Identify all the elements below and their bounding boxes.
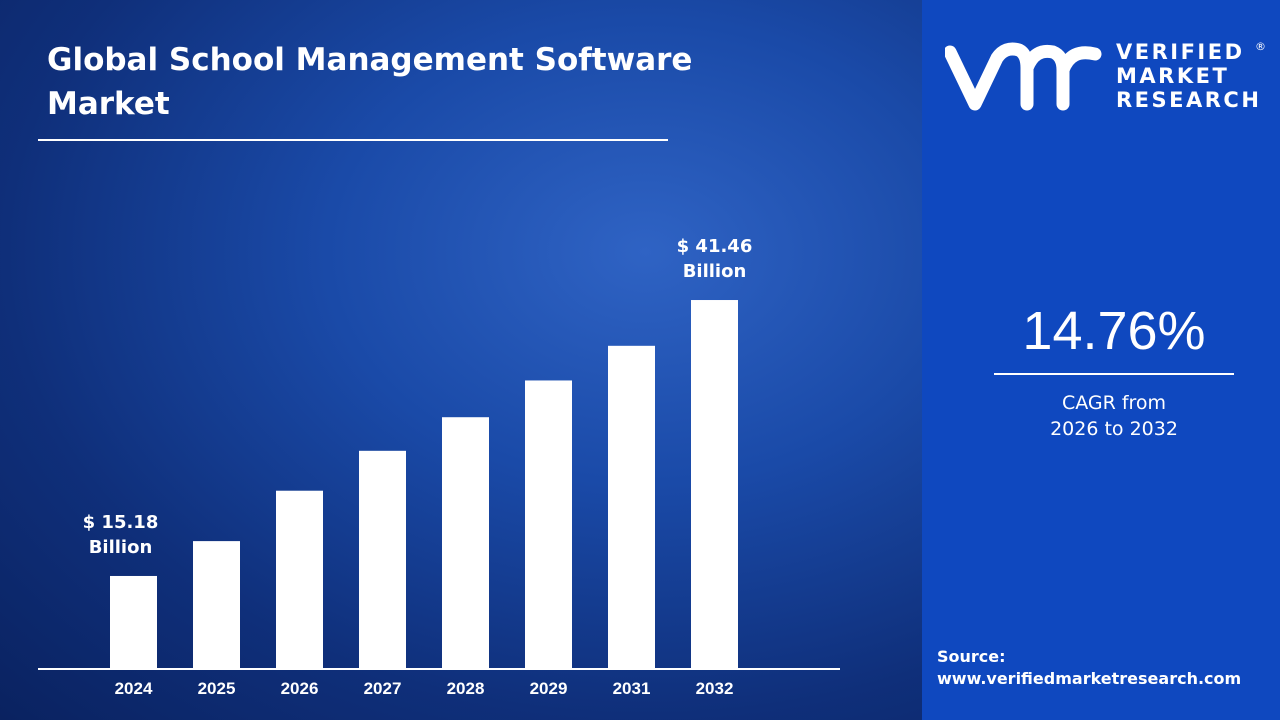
x-tick-label-2028: 2028	[447, 679, 485, 698]
cagr-label: CAGR from 2026 to 2032	[994, 390, 1234, 442]
data-label-2024-line-2: Billion	[89, 537, 153, 558]
cagr-value: 14.76%	[1022, 301, 1206, 361]
bar-2027	[359, 450, 406, 669]
x-tick-label-2024: 2024	[115, 679, 153, 698]
cagr-label-line-2: 2026 to 2032	[1050, 418, 1178, 440]
x-tick-label-2026: 2026	[281, 679, 319, 698]
side-panel	[922, 0, 1280, 720]
data-label-2032-line-2: Billion	[683, 261, 747, 282]
data-label-2024-line-1: $ 15.18	[83, 512, 159, 533]
bar-2024	[110, 575, 157, 669]
title-divider	[38, 139, 668, 141]
source-url[interactable]: www.verifiedmarketresearch.com	[937, 669, 1242, 688]
brand-line-1: VERIFIED	[1116, 40, 1245, 64]
bar-2028	[442, 417, 489, 669]
x-tick-label-2029: 2029	[530, 679, 568, 698]
source-label: Source:	[937, 647, 1006, 666]
bar-2031	[608, 345, 655, 669]
bar-2025	[193, 541, 240, 669]
brand-line-3: RESEARCH	[1116, 88, 1262, 112]
bar-chart: 2024 $ 15.18 Billion 2025 2026 2027 2028 2029 20…	[0, 0, 922, 720]
x-tick-label-2027: 2027	[364, 679, 402, 698]
x-tick-label-2031: 2031	[613, 679, 651, 698]
brand-name: VERIFIED MARKET RESEARCH	[1116, 40, 1261, 112]
cagr-divider	[994, 373, 1234, 375]
bar-2032	[691, 300, 738, 669]
cagr-label-line-1: CAGR from	[1061, 392, 1167, 414]
source: Source: www.verifiedmarketresearch.com	[937, 646, 1241, 690]
x-tick-label-2032: 2032	[696, 679, 734, 698]
bar-2029	[525, 380, 572, 669]
brand-line-2: MARKET	[1116, 64, 1230, 88]
bar-2026	[276, 490, 323, 669]
registered-mark: ®	[1255, 40, 1266, 53]
chart-title: Global School Management Software Market	[47, 42, 693, 122]
data-label-2032-line-1: $ 41.46	[677, 236, 753, 257]
x-tick-label-2025: 2025	[198, 679, 236, 698]
vmr-logo-icon	[945, 42, 1102, 111]
